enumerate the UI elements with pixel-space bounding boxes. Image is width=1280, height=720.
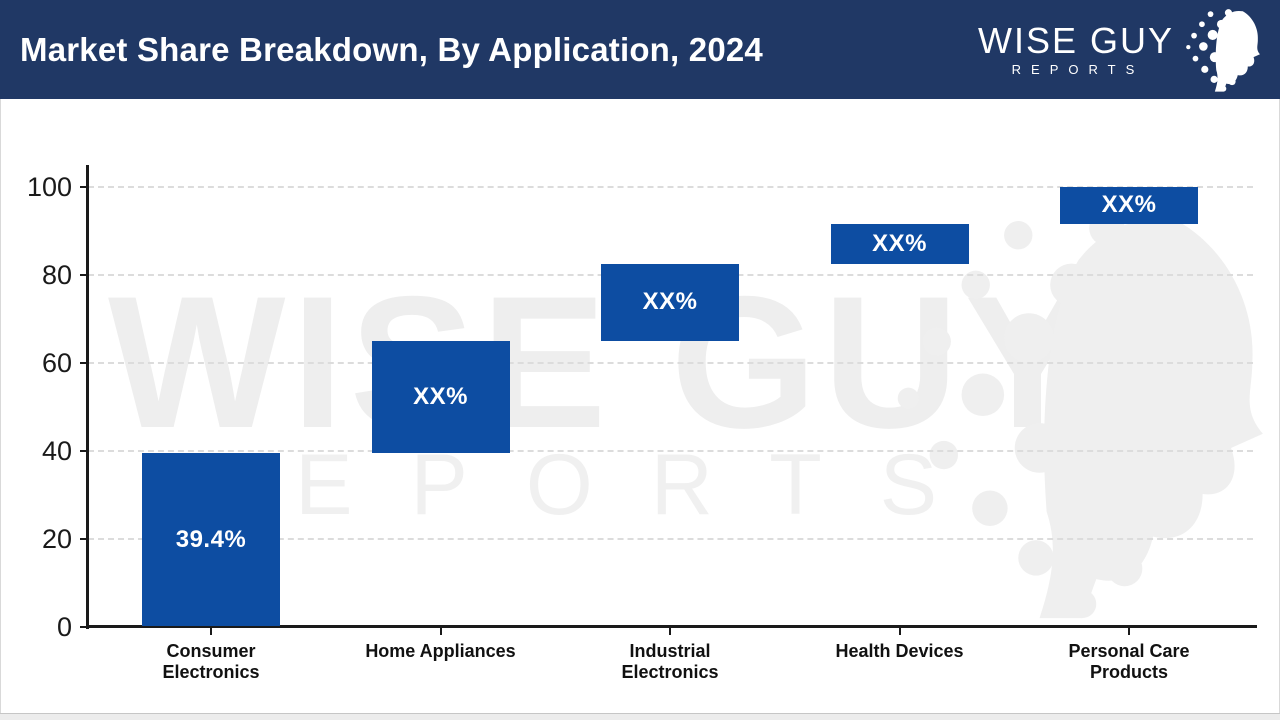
x-category-label-line: Industrial [629,640,711,661]
bar-consumer-electronics: 39.4% [142,453,280,627]
y-tick-label-40: 40 [41,435,72,466]
y-tick-label-100: 100 [26,172,72,203]
header: Market Share Breakdown, By Application, … [0,0,1280,99]
gridline-60 [88,361,1253,364]
x-category-label: Health Devices [790,641,1010,662]
y-tick-mark-60 [80,361,88,364]
y-tick-label-80: 80 [41,259,72,290]
x-category-label-line: Electronics [162,661,260,682]
y-tick-label-60: 60 [41,347,72,378]
bar-value-label: XX% [642,288,698,316]
bar-industrial-electronics: XX% [601,263,739,341]
bar-health-devices: XX% [830,223,969,264]
y-tick-mark-0 [80,625,88,628]
x-tick-mark-4 [1128,627,1130,635]
x-category-label-line: Personal Care [1068,640,1190,661]
x-category-label: Personal Care Products [1019,641,1239,683]
y-tick-mark-20 [80,537,88,540]
x-category-label: Consumer Electronics [101,641,321,683]
gridline-100 [88,186,1253,189]
y-tick-mark-80 [80,273,88,276]
brand-logo: WISE GUY REPORTS [978,7,1266,93]
x-category-label-line: Home Appliances [365,640,516,661]
x-tick-mark-2 [669,627,671,635]
logo-subtext: REPORTS [1011,62,1145,77]
gridline-20 [88,537,1253,540]
y-tick-label-0: 0 [56,611,72,642]
x-category-label: Home Appliances [331,641,551,662]
logo-wordmark: WISE GUY [977,20,1174,61]
x-axis-line [86,625,1257,628]
x-category-label-line: Consumer [166,640,256,661]
y-axis-line [86,165,89,629]
bottom-border [0,713,1280,720]
bar-personal-care-products: XX% [1060,187,1198,224]
x-category-label-line: Health Devices [835,640,964,661]
logo-face-icon [1186,8,1260,92]
x-tick-mark-1 [439,627,442,635]
x-category-label-line: Electronics [621,661,719,682]
x-category-label-line: Products [1089,661,1168,682]
y-tick-mark-100 [80,186,88,189]
bar-value-label: 39.4% [175,525,247,553]
bar-value-label: XX% [1101,191,1157,219]
frame-border-left [0,99,1,713]
y-tick-label-20: 20 [41,523,72,554]
x-tick-mark-0 [210,627,212,635]
x-category-label: Industrial Electronics [560,641,780,683]
logo-text: WISE GUY REPORTS [977,20,1174,78]
bar-value-label: XX% [872,229,927,257]
bar-value-label: XX% [413,383,468,411]
plot: 0 20 40 60 80 100 39.4% Consumer Electronics XX% H… [0,99,1280,713]
y-tick-mark-40 [80,449,88,452]
bar-home-appliances: XX% [371,340,510,454]
watermark-subtext: REPORTS [175,437,996,533]
gridline-40 [88,449,1253,452]
page-title: Market Share Breakdown, By Application, … [20,30,763,68]
x-tick-mark-3 [898,627,901,635]
